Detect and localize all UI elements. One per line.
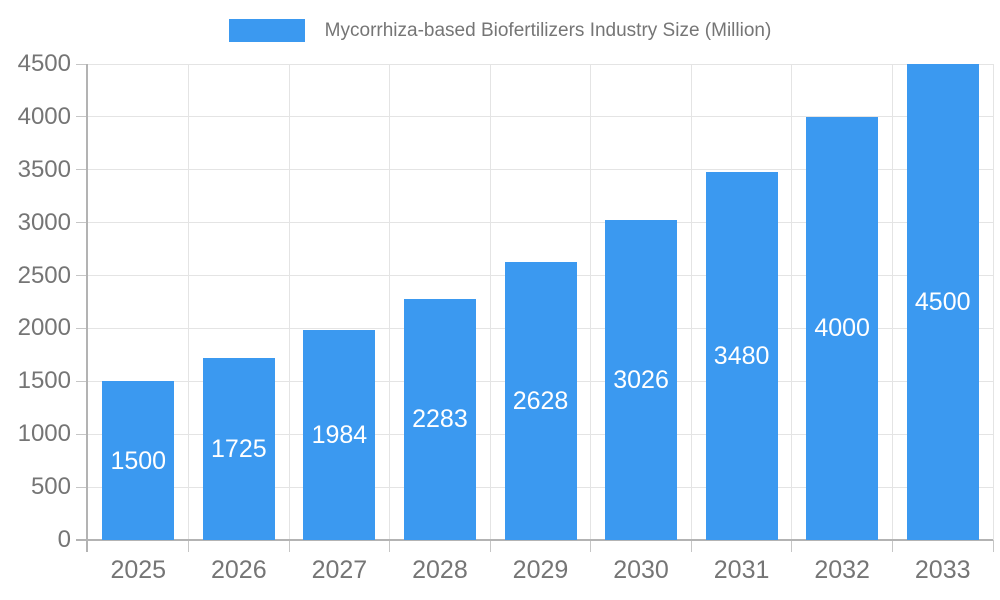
y-tick: [76, 486, 88, 488]
y-gridline: [88, 116, 993, 118]
bar-2027[interactable]: 1984: [303, 330, 376, 540]
x-gridline: [590, 64, 592, 540]
y-axis-label: 4000: [17, 102, 71, 130]
y-tick: [76, 327, 88, 329]
x-axis-line: [76, 539, 993, 541]
bar-2031[interactable]: 3480: [705, 171, 778, 540]
y-axis-label: 2500: [17, 261, 71, 289]
x-tick: [188, 540, 190, 552]
x-axis-label: 2031: [713, 556, 770, 584]
x-tick: [891, 540, 893, 552]
y-axis-label: 3500: [17, 155, 71, 183]
x-axis-label: 2033: [914, 556, 971, 584]
y-tick: [76, 63, 88, 65]
y-axis-label: 3000: [17, 208, 71, 236]
y-tick: [76, 222, 88, 224]
bar-2030[interactable]: 3026: [605, 219, 678, 540]
y-axis-label: 500: [30, 473, 71, 501]
bar-value-label: 4000: [814, 314, 870, 343]
x-axis-label: 2025: [110, 556, 167, 584]
x-gridline: [489, 64, 491, 540]
x-gridline: [288, 64, 290, 540]
x-tick: [590, 540, 592, 552]
bar-value-label: 4500: [914, 288, 971, 316]
y-tick: [76, 116, 88, 118]
x-tick: [992, 540, 994, 552]
y-gridline: [88, 63, 993, 65]
x-gridline: [690, 64, 692, 540]
y-axis-label: 1000: [17, 420, 71, 448]
y-axis-label: 1500: [17, 367, 71, 395]
legend-label: Mycorrhiza-based Biofertilizers Industry…: [324, 19, 772, 41]
y-axis-line: [86, 64, 88, 552]
y-gridline: [88, 222, 993, 224]
x-axis-label: 2028: [412, 556, 468, 584]
bar-value-label: 3026: [613, 365, 669, 394]
bar-2032[interactable]: 4000: [806, 116, 879, 540]
y-axis-label: 2000: [17, 314, 71, 342]
x-gridline: [188, 64, 190, 540]
y-tick: [76, 275, 88, 277]
bar-value-label: 2628: [512, 387, 569, 415]
x-axis-label: 2027: [311, 556, 368, 584]
y-tick: [76, 169, 88, 171]
x-axis-label: 2026: [211, 556, 267, 584]
legend[interactable]: Mycorrhiza-based Biofertilizers Industry…: [0, 19, 1000, 42]
y-tick: [76, 433, 88, 435]
x-tick: [791, 540, 793, 552]
x-axis-label: 2029: [512, 556, 569, 584]
bar-2025[interactable]: 1500: [102, 381, 175, 540]
bar-value-label: 1725: [211, 434, 267, 463]
x-gridline: [791, 64, 793, 540]
x-axis-label: 2030: [613, 556, 669, 584]
y-axis-label: 4500: [17, 50, 71, 77]
x-tick: [389, 540, 391, 552]
x-gridline: [891, 64, 893, 540]
bar-value-label: 1500: [110, 446, 167, 475]
bar-value-label: 1984: [311, 421, 368, 450]
y-gridline: [88, 169, 993, 171]
x-tick: [288, 540, 290, 552]
legend-swatch: [228, 19, 305, 42]
x-gridline: [992, 64, 994, 540]
bar-2029[interactable]: 2628: [504, 262, 577, 540]
x-gridline: [389, 64, 391, 540]
x-tick: [489, 540, 491, 552]
y-tick: [76, 380, 88, 382]
bar-value-label: 3480: [713, 341, 770, 370]
bar-2026[interactable]: 1725: [202, 357, 275, 540]
x-tick: [690, 540, 692, 552]
bar-2033[interactable]: 4500: [906, 64, 979, 540]
y-axis-label: 0: [57, 526, 71, 553]
x-axis-label: 2032: [814, 556, 870, 584]
bar-2028[interactable]: 2283: [403, 298, 476, 540]
bar-value-label: 2283: [412, 405, 468, 434]
